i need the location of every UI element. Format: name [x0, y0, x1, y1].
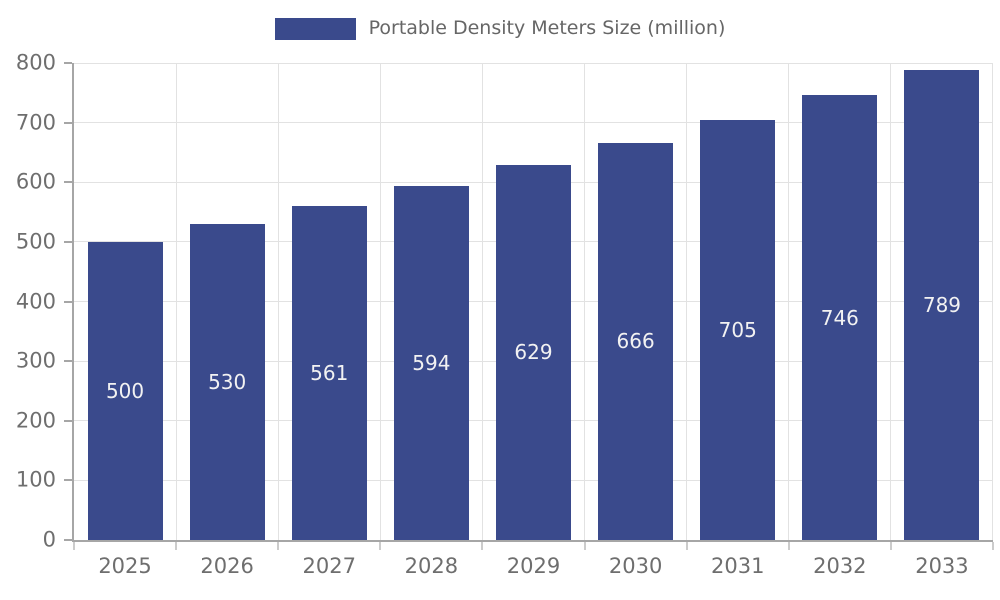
bar-2026[interactable]	[189, 223, 265, 540]
x-tick-mark	[889, 542, 892, 550]
x-tick-label: 2030	[608, 554, 663, 578]
bar-value-label: 629	[514, 340, 553, 365]
x-gridline	[277, 63, 279, 540]
bar-2027[interactable]	[291, 205, 367, 540]
bar-value-label: 666	[616, 329, 655, 354]
y-tick-mark	[64, 181, 72, 184]
y-gridline	[74, 62, 993, 64]
y-tick-label: 600	[15, 169, 56, 194]
x-tick-mark	[277, 542, 280, 550]
y-tick-label: 200	[15, 408, 56, 433]
bar-value-label: 594	[412, 350, 451, 375]
x-gridline	[175, 63, 177, 540]
legend-swatch	[274, 17, 356, 40]
x-tick-mark	[992, 542, 994, 550]
y-tick-mark	[64, 121, 72, 124]
y-tick-mark	[64, 479, 72, 482]
x-tick-mark	[379, 542, 382, 550]
y-tick-mark	[64, 62, 72, 64]
y-tick-label: 300	[15, 348, 56, 373]
x-tick-mark	[175, 542, 178, 550]
bar-2033[interactable]	[904, 69, 980, 540]
plot-area: 0 100 200 300 400 500 600 700 800 2025 2026 2027 202…	[16, 52, 994, 577]
x-tick-mark	[481, 542, 484, 550]
x-tick-label: 2032	[813, 554, 867, 578]
x-gridline	[379, 63, 381, 540]
y-tick-label: 0	[42, 527, 56, 552]
bar-value-label: 705	[718, 317, 757, 342]
y-tick-label: 100	[15, 467, 56, 492]
x-tick-label: 2026	[200, 554, 254, 578]
bar-2031[interactable]	[700, 119, 776, 540]
bar-2030[interactable]	[598, 142, 674, 540]
legend: Portable Density Meters Size (million)	[0, 16, 1000, 41]
y-tick-mark	[64, 300, 72, 303]
x-gridline	[584, 63, 586, 540]
y-tick-mark	[64, 539, 72, 541]
legend-label: Portable Density Meters Size (million)	[368, 17, 726, 39]
x-tick-label: 2027	[302, 554, 356, 578]
y-gridline	[74, 122, 993, 124]
x-tick-label: 2031	[710, 554, 765, 578]
y-tick-label: 500	[15, 229, 56, 254]
bar-2032[interactable]	[802, 95, 878, 540]
y-tick-mark	[64, 360, 72, 363]
x-gridline	[991, 63, 993, 540]
x-gridline	[788, 63, 790, 540]
x-tick-label: 2025	[98, 554, 152, 578]
legend-item[interactable]: Portable Density Meters Size (million)	[274, 16, 726, 41]
bar-value-label: 746	[820, 305, 859, 330]
y-tick-label: 400	[15, 289, 56, 313]
x-tick-mark	[73, 542, 75, 550]
x-tick-mark	[685, 542, 688, 550]
x-tick-mark	[583, 542, 586, 550]
x-gridline	[481, 63, 483, 540]
bar-2025[interactable]	[87, 241, 163, 540]
x-gridline	[890, 63, 892, 540]
x-tick-label: 2029	[506, 554, 561, 578]
y-tick-label: 700	[15, 110, 56, 135]
x-tick-label: 2033	[915, 554, 969, 578]
bar-value-label: 789	[922, 292, 962, 317]
bar-value-label: 500	[105, 378, 145, 403]
x-tick-label: 2028	[404, 554, 459, 578]
bar-2028[interactable]	[393, 185, 469, 540]
y-tick-label: 800	[15, 50, 56, 75]
x-tick-mark	[787, 542, 790, 550]
y-tick-mark	[64, 240, 72, 243]
bar-value-label: 561	[310, 360, 349, 385]
bar-2029[interactable]	[496, 164, 571, 540]
x-gridline	[686, 63, 688, 540]
bar-value-label: 530	[208, 369, 247, 394]
y-tick-mark	[64, 419, 72, 422]
